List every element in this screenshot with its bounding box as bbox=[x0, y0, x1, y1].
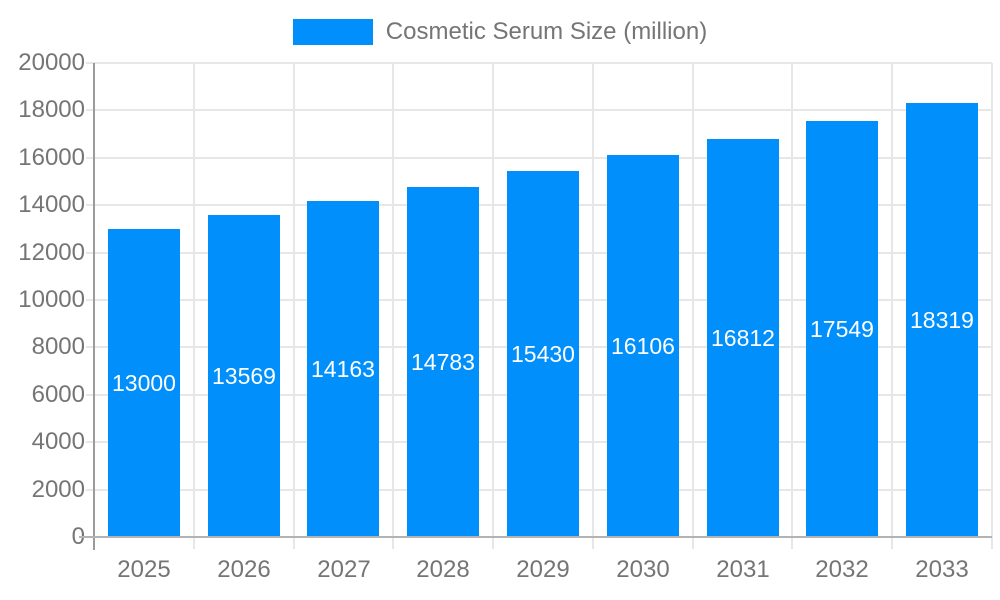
y-axis-tick-label: 20000 bbox=[18, 49, 85, 76]
plot-area: 13000 13569 14163 14783 15430 16106 16812 17549… bbox=[79, 62, 993, 550]
gridline-vertical bbox=[193, 63, 195, 549]
y-axis-tick-label: 10000 bbox=[18, 286, 85, 313]
bar-value-label: 13569 bbox=[212, 363, 276, 389]
gridline-vertical bbox=[991, 63, 993, 549]
x-axis-line bbox=[79, 536, 992, 538]
x-axis-labels: 2025 2026 2027 2028 2029 2030 2031 2032 2033 bbox=[94, 556, 992, 586]
x-axis-tick-label: 2026 bbox=[217, 556, 271, 583]
x-axis-tick-label: 2033 bbox=[915, 556, 969, 583]
bar-value-label: 16812 bbox=[711, 325, 775, 351]
y-axis-tick-label: 16000 bbox=[18, 143, 85, 171]
chart-legend[interactable]: Cosmetic Serum Size (million) bbox=[0, 18, 1000, 46]
y-axis-line bbox=[93, 63, 95, 550]
y-axis-tick-label: 4000 bbox=[31, 428, 85, 456]
gridline-vertical bbox=[791, 63, 793, 549]
y-axis-tick-label: 12000 bbox=[18, 238, 85, 266]
gridline-vertical bbox=[492, 63, 494, 549]
x-axis-tick-label: 2025 bbox=[117, 556, 171, 583]
y-axis-tick-label: 0 bbox=[71, 523, 85, 550]
x-axis-tick-label: 2030 bbox=[616, 556, 670, 583]
x-axis-tick-label: 2028 bbox=[416, 556, 470, 583]
bar-value-label: 15430 bbox=[511, 341, 575, 367]
gridline-vertical bbox=[293, 63, 295, 549]
gridline-vertical bbox=[392, 63, 394, 549]
x-axis-tick-label: 2032 bbox=[815, 556, 869, 583]
y-axis-tick-label: 18000 bbox=[18, 96, 85, 124]
bar-value-label: 17549 bbox=[810, 316, 874, 342]
bar-2033[interactable]: 18319 bbox=[906, 103, 978, 537]
bar-2029[interactable]: 15430 bbox=[507, 171, 579, 537]
y-axis-tick-label: 2000 bbox=[31, 475, 85, 503]
bar-2026[interactable]: 13569 bbox=[208, 215, 280, 537]
x-axis-tick-label: 2027 bbox=[317, 556, 371, 583]
bar-2030[interactable]: 16106 bbox=[607, 155, 679, 537]
bar-2027[interactable]: 14163 bbox=[307, 201, 379, 537]
bar-2028[interactable]: 14783 bbox=[407, 187, 479, 537]
bar-value-label: 16106 bbox=[611, 333, 675, 359]
bar-value-label: 14783 bbox=[411, 349, 475, 375]
bar-2025[interactable]: 13000 bbox=[108, 229, 180, 537]
bar-value-label: 13000 bbox=[112, 370, 176, 396]
legend-swatch-icon bbox=[292, 19, 373, 45]
gridline-horizontal bbox=[86, 62, 992, 64]
gridline-horizontal bbox=[86, 109, 992, 112]
y-axis-tick-label: 8000 bbox=[31, 333, 85, 361]
y-axis-labels: 0 2000 4000 6000 8000 10000 12000 14000 16000 180… bbox=[0, 0, 85, 600]
x-axis-tick-label: 2031 bbox=[716, 556, 770, 583]
gridline-vertical bbox=[891, 63, 893, 549]
legend-label: Cosmetic Serum Size (million) bbox=[385, 18, 708, 45]
bar-2032[interactable]: 17549 bbox=[806, 121, 878, 537]
bar-2031[interactable]: 16812 bbox=[707, 139, 779, 537]
gridline-horizontal bbox=[86, 156, 992, 159]
y-axis-tick-label: 6000 bbox=[31, 380, 85, 408]
y-axis-tick-label: 14000 bbox=[18, 191, 85, 219]
x-axis-tick-label: 2029 bbox=[516, 556, 570, 583]
gridline-vertical bbox=[692, 63, 694, 549]
bar-value-label: 14163 bbox=[311, 356, 375, 382]
gridline-vertical bbox=[592, 63, 594, 549]
bar-value-label: 18319 bbox=[910, 307, 974, 333]
